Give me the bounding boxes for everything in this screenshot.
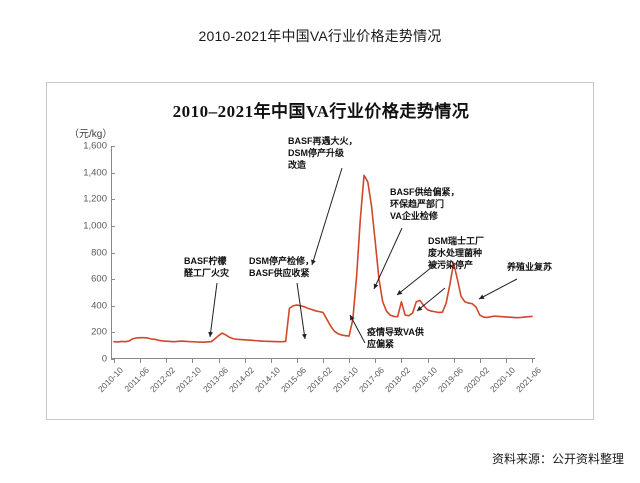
y-axis-tick-mark bbox=[111, 172, 115, 174]
y-axis-tick-label: 800 bbox=[91, 247, 107, 258]
annotation-aquaculture-recovery: 养殖业复苏 bbox=[507, 262, 553, 272]
annotation-arrow bbox=[416, 287, 446, 312]
y-axis-tick-label: 600 bbox=[91, 273, 107, 285]
y-axis-tick-mark bbox=[111, 252, 115, 254]
y-axis-tick-label: 0 bbox=[101, 353, 107, 365]
y-axis-tick-mark bbox=[111, 305, 115, 307]
annotation-basf-second-fire: BASF再遇大火， DSM停产升级 改造 bbox=[288, 136, 358, 170]
annotation-arrows bbox=[208, 167, 518, 344]
chart-card: 2010–2021年中国VA行业价格走势情况 （元/kg） 1,600 1,400… bbox=[46, 82, 594, 420]
x-axis-line bbox=[111, 358, 535, 359]
page-title: 2010-2021年中国VA行业价格走势情况 bbox=[198, 28, 442, 44]
y-axis-tick-mark bbox=[111, 225, 115, 227]
y-axis-tick-mark bbox=[111, 146, 115, 147]
annotation-dsm-maintenance: DSM停产检修， BASF供应收紧 bbox=[249, 256, 314, 278]
annotation-arrow bbox=[296, 282, 307, 340]
x-axis-tick-mark bbox=[140, 359, 142, 363]
x-axis-tick-mark bbox=[427, 359, 429, 363]
x-axis-tick-mark bbox=[192, 359, 194, 363]
y-axis-tick-label: 1,400 bbox=[83, 167, 107, 179]
chart-title: 2010–2021年中国VA行业价格走势情况 bbox=[172, 102, 470, 121]
annotation-dsm-swiss-plant: DSM瑞士工厂 废水处理菌种 被污染停产 bbox=[428, 236, 484, 270]
source-note: 资料来源：公开资料整理 bbox=[491, 452, 624, 466]
annotation-arrow bbox=[478, 278, 518, 300]
annotation-basf-citral-fire: BASF柠檬 醛工厂火灾 bbox=[184, 256, 230, 278]
y-axis-tick-mark bbox=[111, 279, 115, 281]
price-line-series bbox=[111, 146, 535, 359]
annotation-arrow bbox=[208, 282, 218, 338]
y-axis-tick-mark bbox=[111, 359, 115, 360]
x-axis-tick-mark bbox=[349, 359, 351, 363]
y-axis-tick-label: 200 bbox=[91, 326, 107, 338]
x-axis-tick-mark bbox=[218, 359, 220, 363]
x-axis-tick-mark bbox=[375, 359, 377, 363]
x-axis-tick-mark bbox=[166, 359, 168, 363]
annotation-arrow bbox=[311, 167, 343, 266]
x-axis-tick-mark bbox=[114, 359, 115, 363]
x-axis-tick-mark bbox=[401, 359, 403, 363]
x-axis-tick-mark bbox=[296, 359, 298, 363]
y-axis-tick-label: 1,600 bbox=[83, 140, 107, 152]
x-axis-tick-mark bbox=[244, 359, 246, 363]
y-axis-tick-label: 1,000 bbox=[83, 220, 107, 232]
x-axis-tick-mark bbox=[479, 359, 481, 363]
annotation-basf-supply-tight: BASF供给偏紧， 环保趋严部门 VA企业检修 bbox=[390, 187, 460, 221]
y-axis-tick-mark bbox=[111, 199, 115, 201]
x-axis-tick-mark bbox=[453, 359, 455, 363]
y-axis-tick-label: 1,200 bbox=[83, 193, 107, 205]
x-axis-tick-mark bbox=[532, 359, 533, 363]
x-axis-tick-mark bbox=[505, 359, 507, 363]
y-axis-tick-label: 400 bbox=[91, 300, 107, 312]
annotation-arrow bbox=[396, 262, 438, 296]
x-axis-tick-mark bbox=[270, 359, 272, 363]
annotation-arrow bbox=[349, 314, 366, 344]
y-axis-tick-mark bbox=[111, 332, 115, 334]
x-axis-tick-mark bbox=[323, 359, 324, 363]
annotation-pandemic-supply: 疫情导致VA供 应偏紧 bbox=[367, 327, 424, 349]
y-axis-unit-label: （元/kg） bbox=[69, 129, 113, 140]
annotation-arrow bbox=[373, 227, 403, 290]
